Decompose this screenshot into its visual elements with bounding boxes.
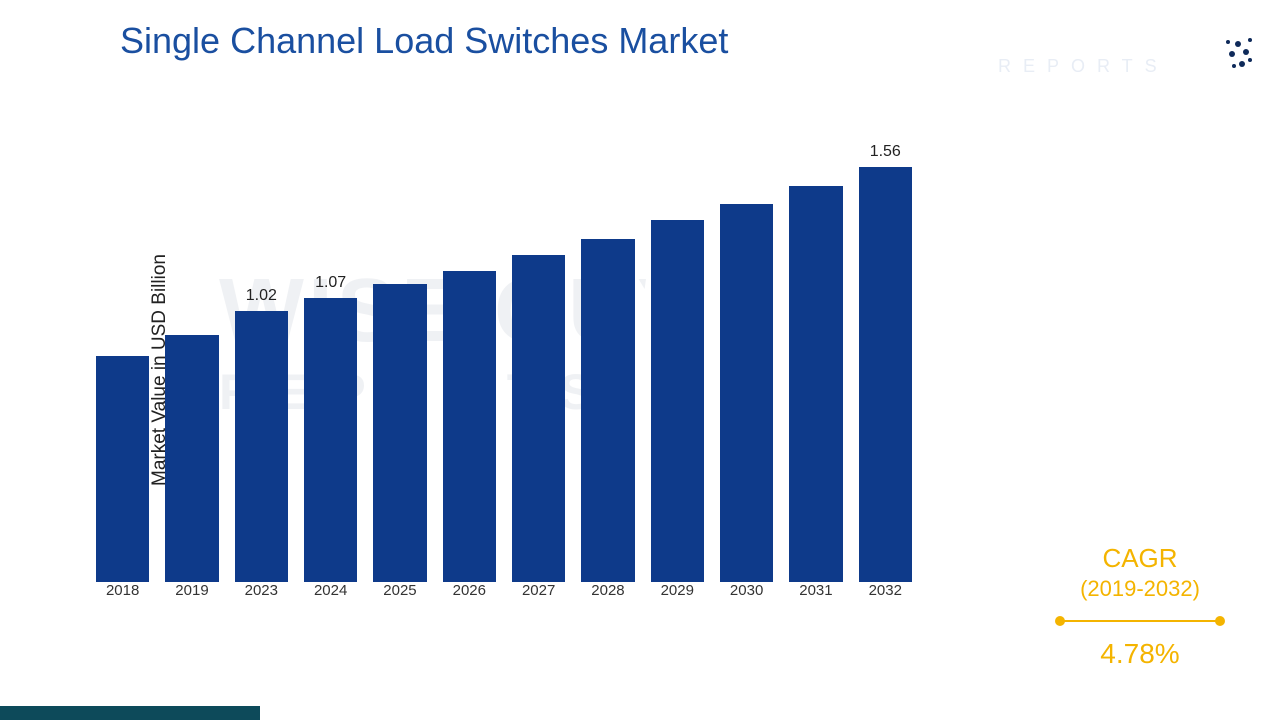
- bar-wrap: [365, 130, 434, 582]
- x-tick-label: 2030: [712, 582, 781, 610]
- bar: [789, 186, 842, 582]
- bar-wrap: [781, 130, 850, 582]
- bar-wrap: 1.56: [851, 130, 920, 582]
- bar: [581, 239, 634, 582]
- chart-title: Single Channel Load Switches Market: [120, 20, 728, 62]
- bar-wrap: [435, 130, 504, 582]
- bar-wrap: [157, 130, 226, 582]
- bar-wrap: [712, 130, 781, 582]
- bar: [720, 204, 773, 582]
- brand-logo: WISE GUY REPORTS: [998, 18, 1258, 77]
- x-tick-label: 2032: [851, 582, 920, 610]
- x-tick-label: 2019: [157, 582, 226, 610]
- bar: [304, 298, 357, 582]
- x-tick-label: 2029: [643, 582, 712, 610]
- plot-area: 1.02 1.07 1.56: [88, 130, 920, 582]
- canvas: WISE GUY REPORTS WISE GUY REPORTS CAGR (…: [0, 0, 1280, 720]
- bar-wrap: 1.07: [296, 130, 365, 582]
- bar-value-label: 1.07: [315, 274, 346, 292]
- x-tick-label: 2031: [781, 582, 850, 610]
- x-tick-label: 2027: [504, 582, 573, 610]
- bar-chart: Market Value in USD Billion 1.021.071.56…: [50, 130, 920, 610]
- cagr-block: CAGR (2019-2032) 4.78%: [1040, 543, 1240, 670]
- x-tick-label: 2025: [365, 582, 434, 610]
- bar: [235, 311, 288, 582]
- head-icon: [1194, 22, 1264, 100]
- bar-wrap: 1.02: [227, 130, 296, 582]
- bottom-accent-bar: [0, 706, 260, 720]
- x-tick-label: 2023: [227, 582, 296, 610]
- bars-container: 1.02 1.07 1.56: [88, 130, 920, 582]
- bar-wrap: [573, 130, 642, 582]
- x-tick-label: 2018: [88, 582, 157, 610]
- bar-wrap: [643, 130, 712, 582]
- bar: [443, 271, 496, 582]
- bar: [859, 167, 912, 582]
- bar-value-label: 1.56: [870, 143, 901, 161]
- bar: [96, 356, 149, 582]
- bar-value-label: 1.02: [246, 287, 277, 305]
- x-tick-label: 2026: [435, 582, 504, 610]
- cagr-label: CAGR: [1040, 543, 1240, 574]
- x-tick-label: 2024: [296, 582, 365, 610]
- x-axis-labels: 2018201920232024202520262027202820292030…: [88, 582, 920, 610]
- bar-wrap: [504, 130, 573, 582]
- cagr-divider: [1060, 620, 1220, 622]
- bar: [165, 335, 218, 582]
- bar: [512, 255, 565, 582]
- x-tick-label: 2028: [573, 582, 642, 610]
- cagr-range: (2019-2032): [1040, 576, 1240, 602]
- cagr-value: 4.78%: [1040, 638, 1240, 670]
- bar-wrap: [88, 130, 157, 582]
- bar: [651, 220, 704, 582]
- bar: [373, 284, 426, 582]
